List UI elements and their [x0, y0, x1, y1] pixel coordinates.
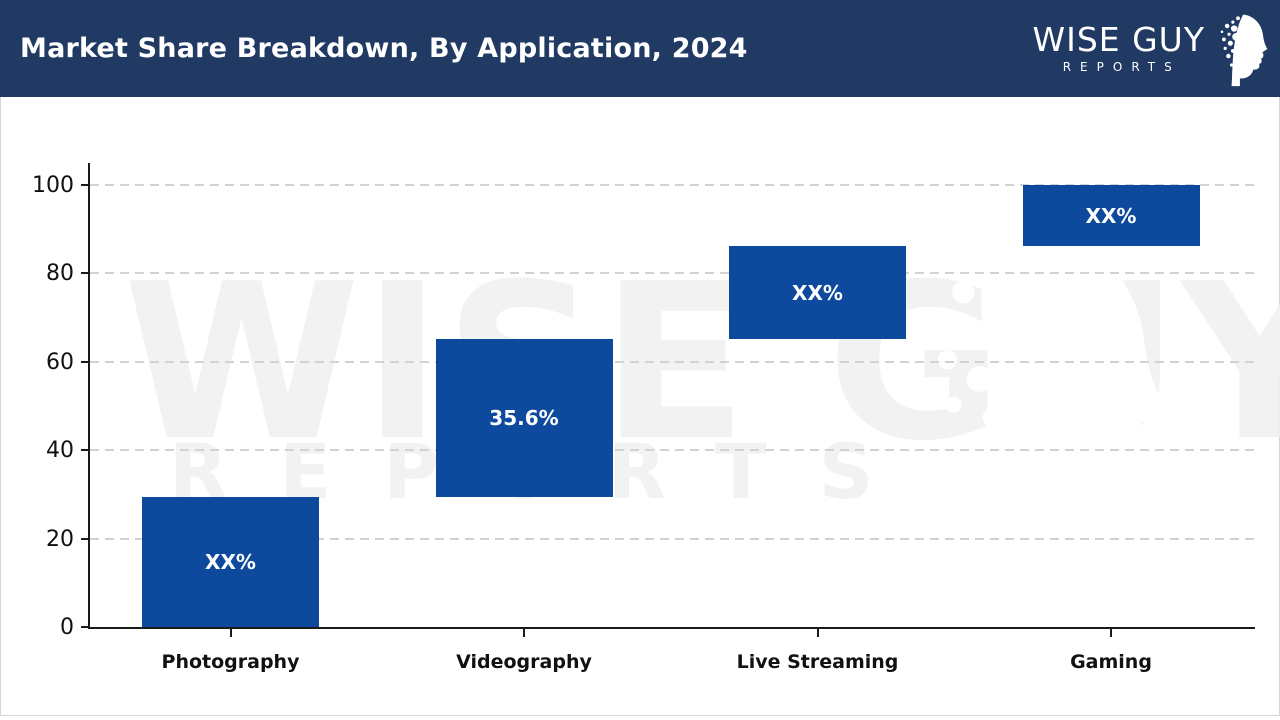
y-tick-40: [81, 449, 88, 452]
plot-area: 0 20 40 60 80 100 XX% Photography 35.6% Videograp…: [32, 163, 1255, 673]
x-category-label: Live Streaming: [736, 651, 899, 673]
x-category-label: Videography: [456, 651, 592, 673]
gridline-80: [90, 272, 1255, 275]
y-tick-label-40: 40: [46, 438, 74, 464]
y-tick-0: [81, 626, 88, 628]
page-title: Market Share Breakdown, By Application, …: [20, 33, 748, 64]
y-axis-line: [88, 163, 90, 629]
y-tick-100: [81, 184, 88, 186]
x-tick-1: [523, 629, 525, 637]
logo-wordmark: WISE GUY: [1032, 20, 1205, 60]
y-tick-label-20: 20: [46, 526, 74, 552]
y-tick-20: [81, 537, 88, 540]
header-bar: Market Share Breakdown, By Application, …: [0, 0, 1280, 97]
y-tick-label-60: 60: [46, 349, 74, 375]
logo-subtitle: REPORTS: [1062, 59, 1181, 74]
bar-value-label: XX%: [792, 280, 843, 305]
gridline-60: [90, 360, 1255, 363]
bar-videography: 35.6%: [435, 339, 613, 497]
x-category-label: Gaming: [1070, 651, 1152, 673]
x-category-label: Photography: [161, 651, 300, 673]
gridline-20: [90, 537, 1255, 540]
bar-value-label: XX%: [1085, 203, 1137, 228]
x-axis-line: [88, 627, 1255, 629]
y-tick-label-80: 80: [46, 261, 74, 287]
bar-live-streaming: XX%: [729, 246, 906, 340]
head-profile-icon: [1220, 13, 1268, 86]
bar-value-label: 35.6%: [489, 405, 559, 430]
bar-value-label: XX%: [205, 549, 256, 574]
y-tick-60: [81, 360, 88, 363]
y-tick-label-0: 0: [60, 615, 74, 640]
x-tick-0: [229, 629, 232, 637]
bar-photography: XX%: [142, 496, 319, 627]
x-tick-3: [1110, 629, 1112, 637]
x-tick-2: [816, 629, 819, 637]
wise-guy-logo: WISE GUY REPORTS: [1032, 8, 1270, 90]
logo-text: WISE GUY REPORTS: [1032, 23, 1205, 74]
bar-gaming: XX%: [1022, 185, 1200, 247]
gridline-40: [90, 449, 1255, 452]
y-tick-80: [81, 272, 88, 275]
y-tick-label-100: 100: [32, 173, 74, 198]
chart-canvas: WISE GUY REPORTS 020406080100XX%Photogra…: [0, 97, 1280, 716]
gridline-100: [90, 184, 1255, 186]
